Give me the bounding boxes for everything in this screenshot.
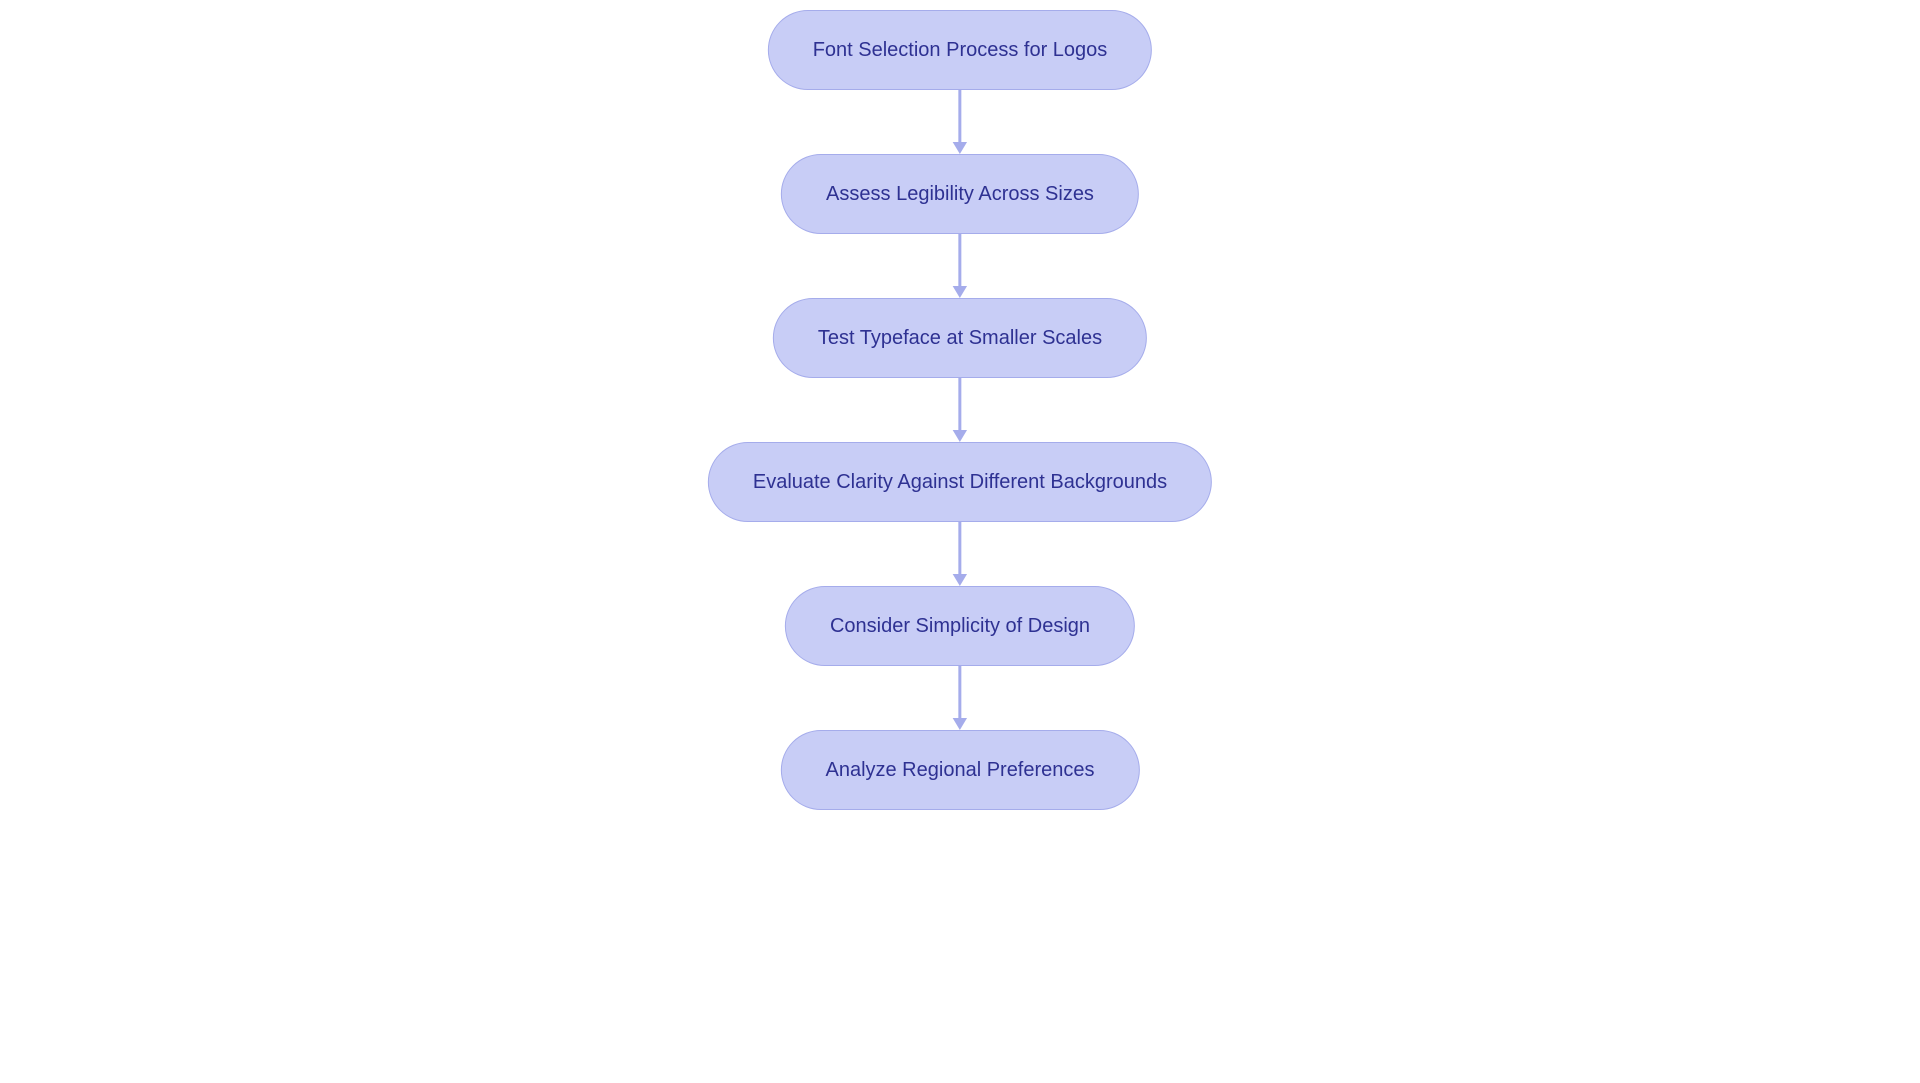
flowchart-node-label: Test Typeface at Smaller Scales	[818, 326, 1102, 350]
flowchart-arrow	[948, 234, 972, 298]
flowchart-node: Consider Simplicity of Design	[785, 586, 1135, 666]
flowchart-node: Test Typeface at Smaller Scales	[773, 298, 1147, 378]
flowchart-node: Evaluate Clarity Against Different Backg…	[708, 442, 1212, 522]
flowchart-node: Font Selection Process for Logos	[768, 10, 1153, 90]
flowchart-arrow	[948, 522, 972, 586]
flowchart-arrow	[948, 90, 972, 154]
flowchart-arrow	[948, 378, 972, 442]
flowchart-node-label: Assess Legibility Across Sizes	[826, 182, 1094, 206]
flowchart-node-label: Font Selection Process for Logos	[813, 38, 1108, 62]
flowchart-node: Assess Legibility Across Sizes	[781, 154, 1139, 234]
flowchart-node-label: Consider Simplicity of Design	[830, 614, 1090, 638]
flowchart-arrow	[948, 666, 972, 730]
flowchart-node-label: Evaluate Clarity Against Different Backg…	[753, 470, 1167, 494]
flowchart-container: Font Selection Process for Logos Assess L…	[708, 10, 1212, 810]
flowchart-node: Analyze Regional Preferences	[780, 730, 1139, 810]
flowchart-node-label: Analyze Regional Preferences	[825, 758, 1094, 782]
